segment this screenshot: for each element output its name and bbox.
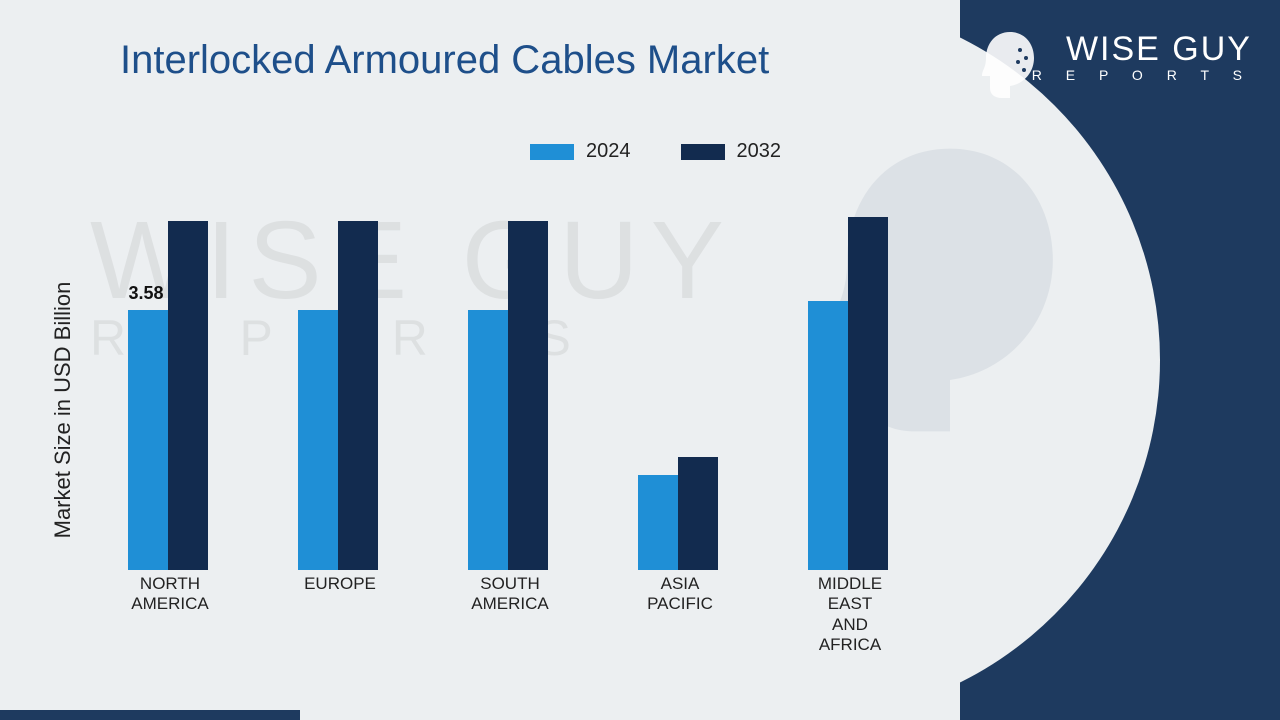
page: WISE GUY R E P O R T S WISE GUY REPORTS …: [0, 0, 1280, 720]
legend-label-2024: 2024: [586, 140, 631, 163]
logo-line-2: R E P O R T S: [1032, 67, 1252, 83]
plot-area: 3.58: [110, 170, 940, 570]
bar-2032: [338, 221, 378, 570]
x-axis-label: MIDDLEEASTANDAFRICA: [785, 574, 915, 656]
bar-2024: [638, 475, 678, 570]
bar-2032: [678, 457, 718, 570]
logo-head-icon: [980, 30, 1040, 100]
brand-logo: WISE GUY R E P O R T S: [1032, 30, 1252, 83]
y-axis-label: Market Size in USD Billion: [50, 200, 76, 620]
bar-2024: [808, 301, 848, 570]
bar-2032: [508, 221, 548, 570]
bar-2032: [168, 221, 208, 570]
bar-2024: [128, 310, 168, 570]
bar-2032: [848, 217, 888, 570]
legend-item-2024: 2024: [530, 140, 631, 163]
bar-2024: [298, 310, 338, 570]
chart: 2024 2032 Market Size in USD Billion 3.5…: [50, 140, 950, 700]
legend: 2024 2032: [530, 140, 781, 163]
bar-value-label: 3.58: [116, 283, 176, 304]
x-axis-label: NORTHAMERICA: [105, 574, 235, 615]
legend-label-2032: 2032: [737, 140, 782, 163]
bottom-accent-bar: [0, 710, 300, 720]
x-axis-label: ASIAPACIFIC: [615, 574, 745, 615]
legend-swatch-2032: [681, 144, 725, 160]
legend-swatch-2024: [530, 144, 574, 160]
x-axis-label: EUROPE: [275, 574, 405, 594]
logo-line-1: WISE GUY: [1032, 30, 1252, 69]
chart-title: Interlocked Armoured Cables Market: [120, 38, 769, 83]
x-axis: NORTHAMERICAEUROPESOUTHAMERICAASIAPACIFI…: [110, 570, 940, 690]
bar-2024: [468, 310, 508, 570]
x-axis-label: SOUTHAMERICA: [445, 574, 575, 615]
legend-item-2032: 2032: [681, 140, 782, 163]
